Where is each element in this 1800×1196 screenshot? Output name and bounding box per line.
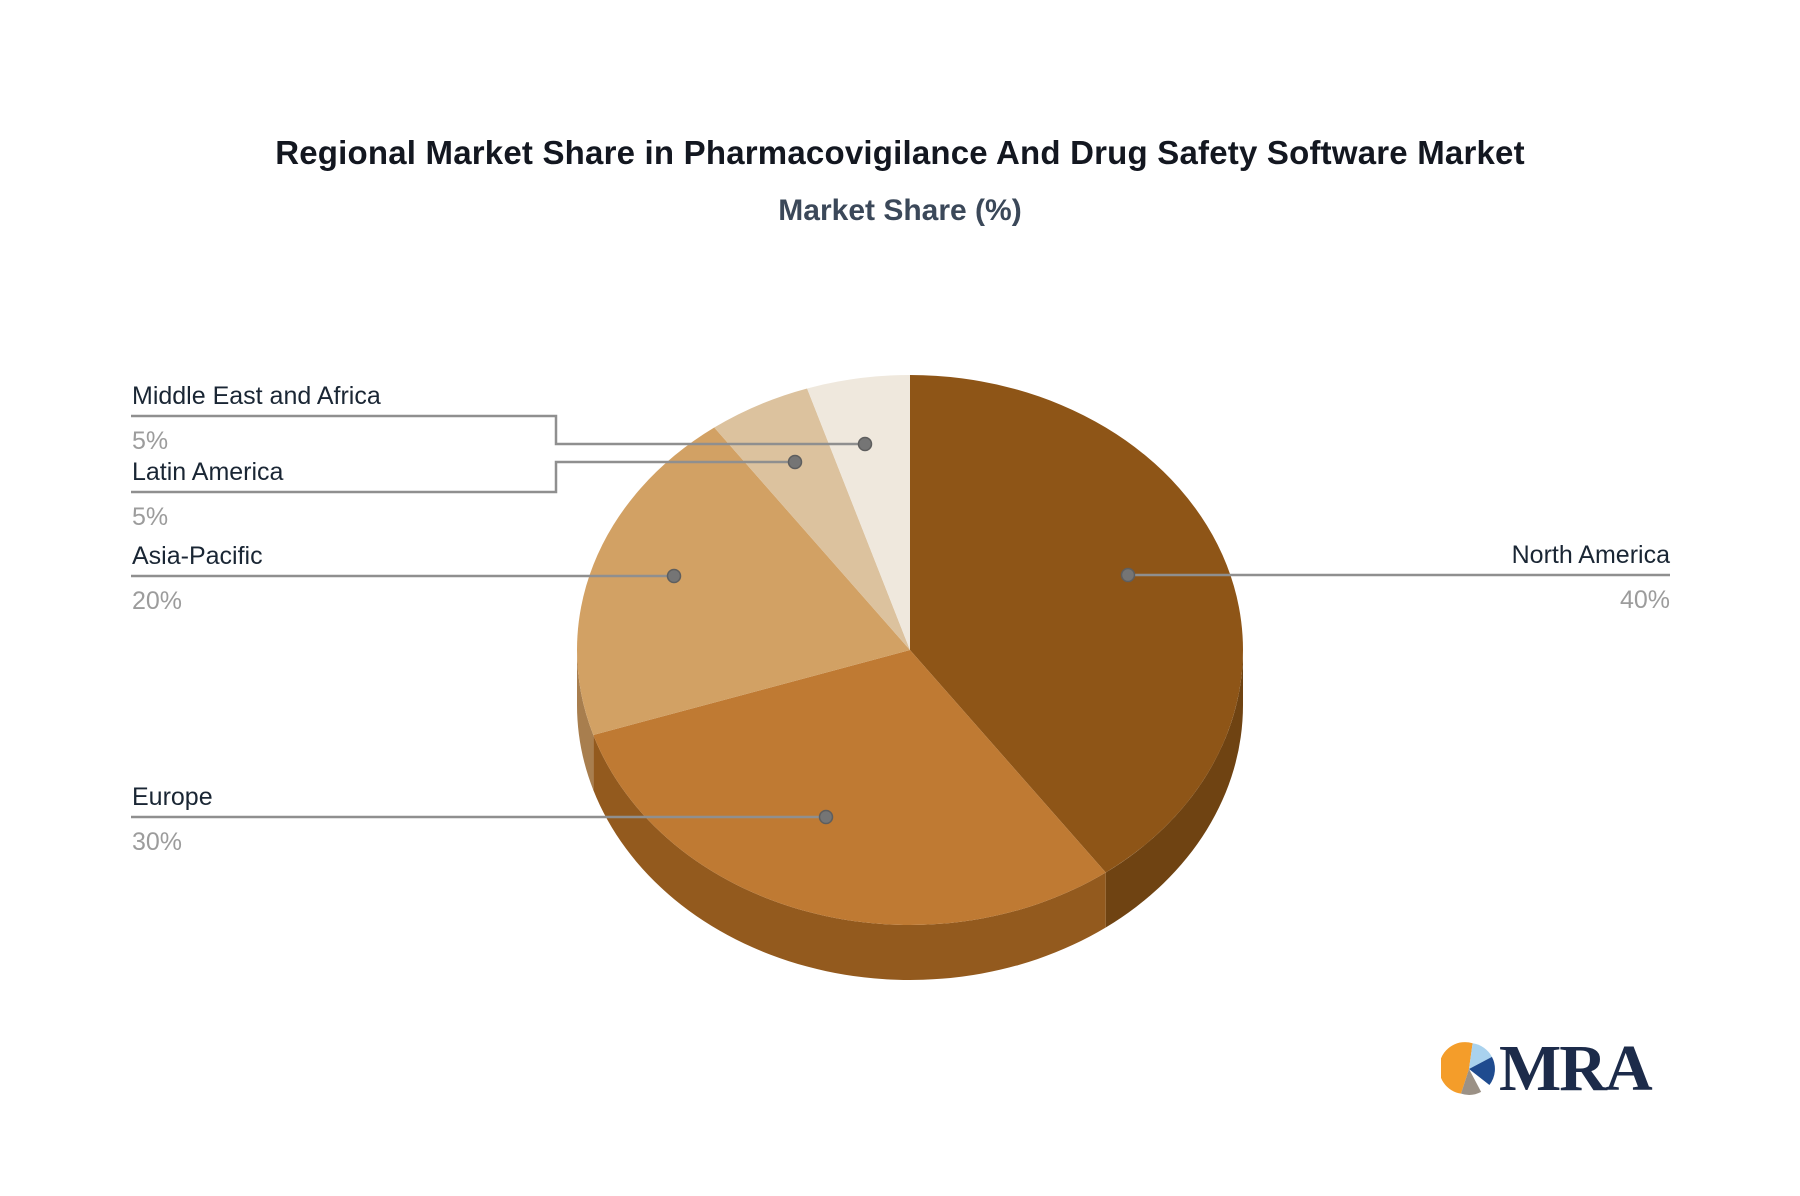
- callout-percent: 40%: [1619, 586, 1670, 614]
- chart-subtitle: Market Share (%): [778, 194, 1022, 227]
- callout-label: Asia-Pacific: [132, 542, 263, 570]
- pie-slice-side: [577, 650, 594, 790]
- callout-latin-america: Latin America 5%: [132, 456, 562, 532]
- logo-pie-icon: [1441, 1042, 1495, 1095]
- callout-north-america: North America 40%: [1240, 539, 1670, 615]
- callout-anchor-dot: [1120, 567, 1136, 583]
- callout-anchor-dot: [857, 436, 873, 452]
- callout-asia-pacific: Asia-Pacific 20%: [132, 540, 562, 616]
- pie-slice-side: [1105, 650, 1243, 928]
- pie-slice-europe: [593, 650, 1106, 925]
- callout-percent: 20%: [132, 587, 183, 615]
- logo-text: MRA: [1499, 1032, 1653, 1105]
- callout-europe: Europe 30%: [132, 781, 562, 857]
- brand-logo: MRA: [1441, 1032, 1653, 1105]
- callout-percent: 5%: [132, 503, 169, 531]
- callout-anchor-dot: [666, 568, 682, 584]
- callout-label: Latin America: [132, 458, 284, 486]
- callout-leader-line: [131, 414, 865, 446]
- pie-slice-asia-pacific: [577, 427, 910, 735]
- callout-middle-east-africa: Middle East and Africa 5%: [132, 380, 562, 456]
- chart-title: Regional Market Share in Pharmacovigilan…: [275, 134, 1525, 171]
- callout-leader-line: [131, 460, 795, 494]
- callout-label: Middle East and Africa: [132, 382, 381, 410]
- callout-anchor-dot: [787, 454, 803, 470]
- callout-label: Europe: [132, 783, 213, 811]
- callout-label: North America: [1511, 541, 1670, 569]
- pie-slice-latin-america: [714, 388, 910, 650]
- pie-slice-side: [593, 734, 1106, 980]
- pie-slice-north-america: [910, 374, 1244, 873]
- callout-anchor-dot: [818, 809, 834, 825]
- callout-percent: 30%: [132, 828, 183, 856]
- callout-percent: 5%: [132, 427, 169, 455]
